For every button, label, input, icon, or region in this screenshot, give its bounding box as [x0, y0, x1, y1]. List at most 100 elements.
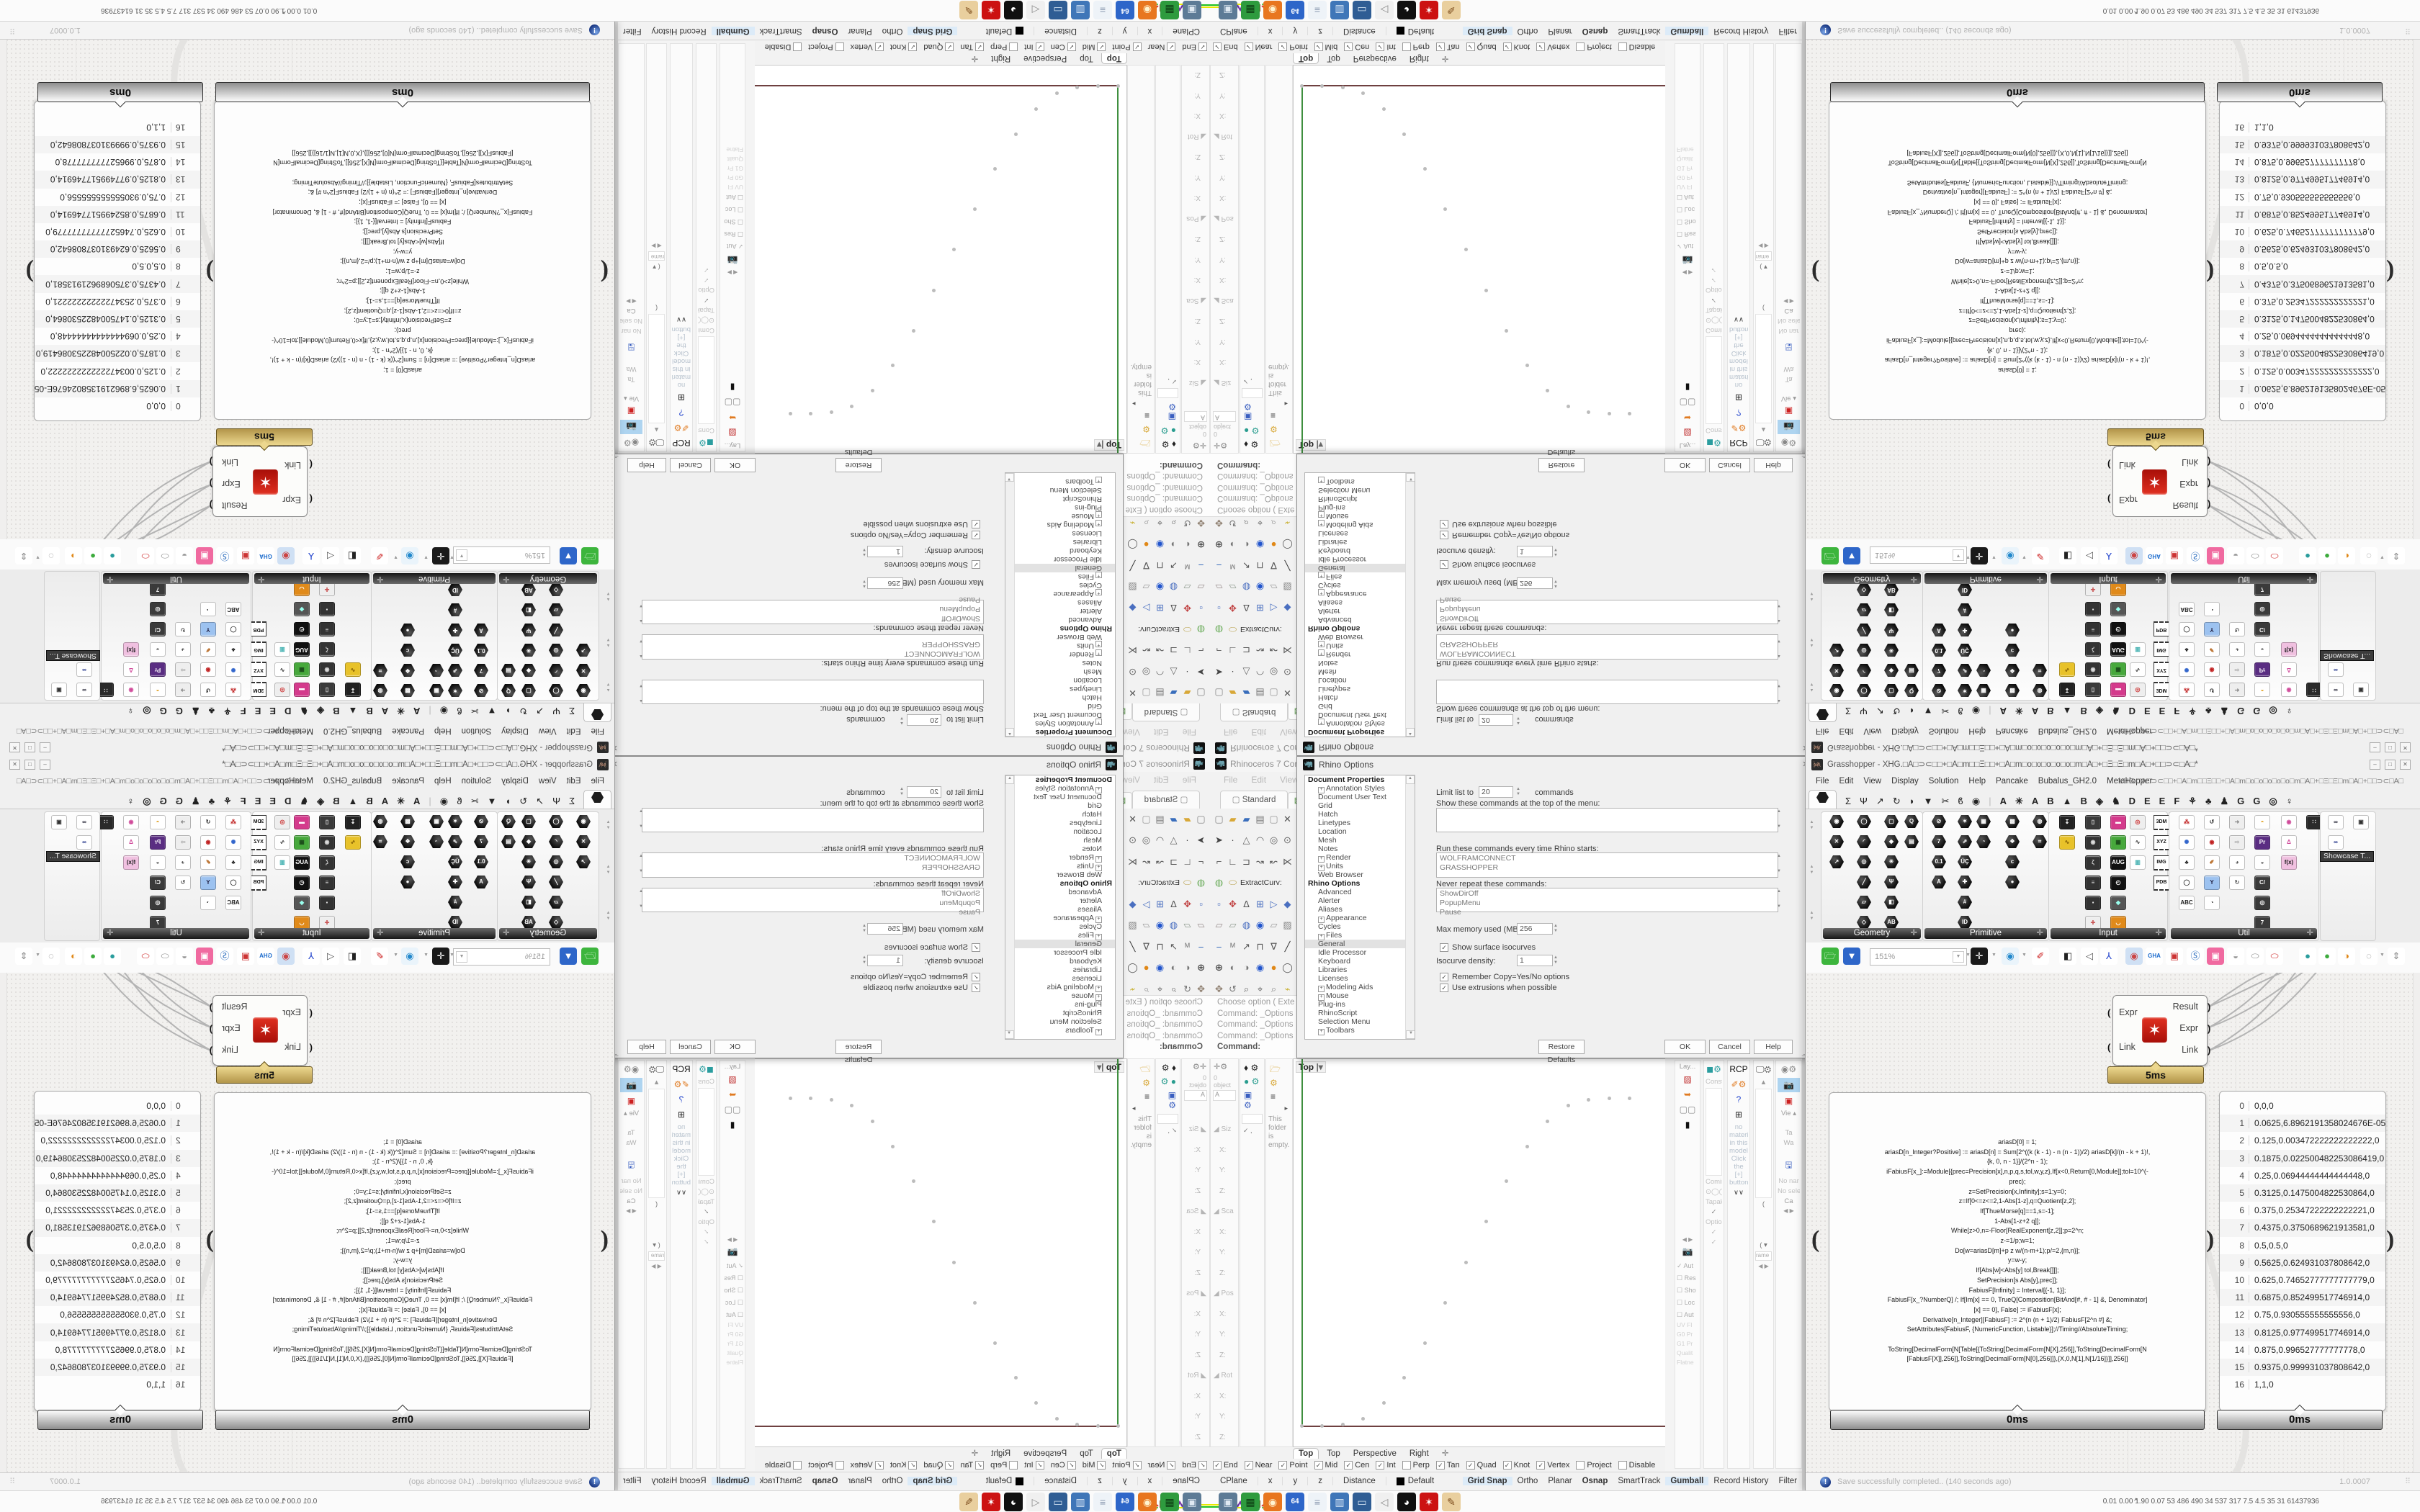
component-icon[interactable]: ▬: [294, 683, 310, 697]
layer-indicator[interactable]: Default: [1386, 27, 1444, 35]
pink-box-icon[interactable]: ▣: [196, 948, 213, 965]
memory-input[interactable]: 256: [1517, 577, 1553, 589]
component-icon[interactable]: ◎: [150, 602, 166, 616]
rhino-menu-item[interactable]: Edit: [1251, 727, 1267, 737]
ok-button[interactable]: OK: [714, 1040, 756, 1054]
gh-menu-item[interactable]: View: [538, 777, 557, 786]
component-icon[interactable]: ◉: [200, 835, 216, 850]
rhino-menu-item[interactable]: View: [1280, 775, 1299, 785]
component-icon[interactable]: ❖: [400, 664, 415, 677]
canvas-scrollbar[interactable]: [2413, 973, 2420, 1472]
category-tab-icon[interactable]: ◉: [1971, 706, 1981, 716]
gha-icon[interactable]: GHA: [257, 948, 274, 965]
tool-icon[interactable]: ▱: [1197, 582, 1205, 593]
save-file-icon[interactable]: ▼: [1843, 547, 1860, 564]
chevron-down-icon[interactable]: ▼: [456, 951, 467, 963]
component-icon[interactable]: AB: [1884, 916, 1899, 929]
options-tree-item[interactable]: General: [1305, 940, 1415, 948]
limit-spinner[interactable]: ▲ ▼: [900, 787, 904, 796]
category-tab-plugin[interactable]: ▲: [2062, 796, 2072, 806]
listbox[interactable]: [698, 1088, 714, 1176]
category-tab-plugin[interactable]: G: [2237, 706, 2245, 716]
category-tab-icon[interactable]: ◗: [1909, 796, 1915, 806]
palette-group-label[interactable]: Geometry ✛: [499, 573, 597, 584]
options-tree-item[interactable]: +Appearance: [1305, 589, 1415, 598]
component-icon[interactable]: ◔: [429, 664, 444, 677]
tool-icon[interactable]: ⌕: [1243, 983, 1250, 994]
panel-icon[interactable]: RCP: [1729, 438, 1748, 448]
tool-icon[interactable]: ✥: [1197, 983, 1205, 994]
tool-icon[interactable]: ⎯: [1216, 560, 1222, 572]
component-icon[interactable]: ◎: [2130, 815, 2146, 829]
tool-icon[interactable]: ▱: [1183, 582, 1191, 593]
component-output-label[interactable]: Result: [222, 500, 248, 510]
speaker-icon[interactable]: ◁: [2081, 547, 2098, 564]
nav-arrows[interactable]: ◀ ▶: [651, 243, 662, 249]
chevron-down-icon[interactable]: ▼: [2380, 953, 2385, 958]
status-toggle-ortho[interactable]: Ortho: [882, 27, 903, 35]
dialog-title-bar[interactable]: 🦏 Rhino Options: [1297, 757, 1816, 773]
tool-icon[interactable]: ▢: [1214, 688, 1224, 699]
category-tab-icon[interactable]: Ψ: [552, 796, 560, 806]
window-icon[interactable]: ▣: [2166, 948, 2183, 965]
component-icon[interactable]: #: [1958, 896, 1972, 909]
run-commands-textarea[interactable]: WOLFRAMCONNECT GRASSHOPPER: [642, 634, 984, 660]
options-tree-item[interactable]: Grid: [1088, 702, 1102, 711]
component-icon[interactable]: ◴: [2110, 622, 2126, 636]
component-input-label[interactable]: Expr: [282, 495, 301, 505]
component-icon[interactable]: ◴: [294, 876, 310, 890]
limit-input[interactable]: 20: [907, 714, 941, 726]
dock-checkbox[interactable]: ☐ Loc: [725, 206, 743, 213]
red-cylinder-icon[interactable]: ⬭: [2266, 948, 2283, 965]
component-icon[interactable]: Pr: [150, 662, 166, 677]
tool-icon[interactable]: ⌕: [1143, 983, 1150, 994]
tool-icon[interactable]: ➤: [1215, 667, 1223, 678]
component-icon[interactable]: ⇗: [448, 835, 462, 848]
category-tab-plugin[interactable]: E: [2143, 706, 2151, 716]
tool-icon[interactable]: ▱: [1229, 582, 1237, 593]
memory-input[interactable]: 256: [867, 577, 903, 589]
expand-plus-icon[interactable]: +: [1318, 719, 1325, 725]
palette-group-label[interactable]: Input ✛: [2051, 573, 2166, 584]
category-tab-plugin[interactable]: D: [2128, 796, 2136, 806]
dock-checkbox[interactable]: ☐ Sho: [724, 218, 743, 225]
combo-field[interactable]: A: [1184, 411, 1207, 422]
component-icon[interactable]: ▩: [400, 815, 415, 828]
tool-icon[interactable]: ⊓: [1156, 940, 1164, 952]
nav-arrows[interactable]: ◀ ▶: [626, 1207, 637, 1214]
tool-icon[interactable]: ↗: [1242, 940, 1250, 952]
component-icon[interactable]: ∿: [2059, 662, 2075, 677]
tool-icon[interactable]: ⊕: [1215, 539, 1223, 550]
component-icon[interactable]: ◧: [521, 896, 536, 909]
calc-icon[interactable]: ▣ ⚙: [1244, 1090, 1252, 1110]
restore-defaults-button[interactable]: Restore Defaults: [835, 448, 882, 472]
tool-icon[interactable]: ◉: [1155, 919, 1165, 930]
viewport-tab-right[interactable]: Right: [991, 1449, 1011, 1458]
component-icon[interactable]: ◕: [175, 855, 191, 870]
options-tree-item[interactable]: RhinoScript: [1318, 1009, 1358, 1017]
gh-menu-item[interactable]: Edit: [1839, 726, 1854, 735]
input-grip[interactable]: (: [309, 494, 313, 505]
osnap-toggle-near[interactable]: ✓ Near: [1148, 42, 1176, 51]
rhino-command-area[interactable]: Choose option ( Exte Command: _Options Com…: [1210, 450, 1304, 517]
panel-icon[interactable]: ▢▢: [724, 1104, 741, 1115]
component-icon[interactable]: AUG: [294, 855, 310, 870]
laptop-icon[interactable]: ▭: [1353, 1493, 1371, 1511]
gh-menu-item[interactable]: Bubalus_GH2.0: [2038, 726, 2097, 735]
category-tab-icon[interactable]: Ψ: [1860, 796, 1868, 806]
category-tab-plugin[interactable]: ♀: [2285, 706, 2293, 716]
combo-field[interactable]: A: [1184, 1090, 1207, 1101]
options-tree-item[interactable]: Document Properties: [1035, 775, 1112, 784]
new-viewport-button[interactable]: ✛: [971, 54, 979, 63]
component-icon[interactable]: Ψ: [1884, 876, 1899, 888]
component-icon[interactable]: ▪: [2085, 602, 2101, 616]
gh-menu-item[interactable]: Display: [501, 726, 529, 735]
tool-icon[interactable]: ●: [1143, 962, 1150, 973]
options-tree-item[interactable]: Hatch: [1082, 693, 1102, 702]
tool-icon[interactable]: ◑: [1243, 962, 1250, 973]
component-icon[interactable]: ⊘: [1932, 684, 1946, 697]
tool-icon[interactable]: ◉: [1155, 962, 1165, 973]
component-icon[interactable]: ◒: [2254, 642, 2270, 657]
category-tab-plugin[interactable]: E: [269, 706, 277, 716]
tool-icon[interactable]: ●: [1270, 962, 1277, 973]
